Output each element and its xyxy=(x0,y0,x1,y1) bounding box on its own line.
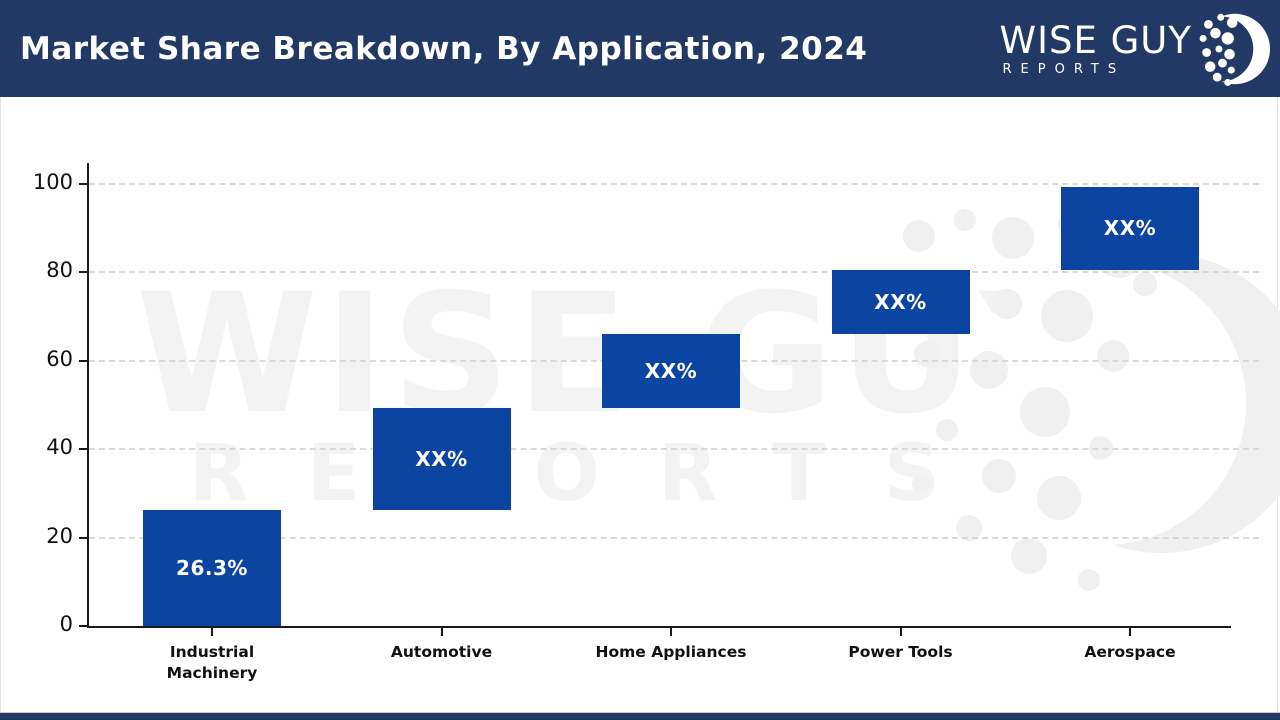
y-tick-mark xyxy=(79,359,87,362)
bar-segment: XX% xyxy=(372,408,511,510)
chart-area: WISE GUY REPORTS 0 20 xyxy=(0,97,1280,713)
y-tick-mark xyxy=(79,448,87,451)
y-tick-mark xyxy=(79,625,87,627)
y-tick-label: 40 xyxy=(46,435,73,460)
y-tick-label: 60 xyxy=(46,346,73,371)
bar-value-label: XX% xyxy=(874,290,927,314)
x-tick-mark xyxy=(440,628,443,636)
x-tick-label: Home Appliances xyxy=(595,643,747,661)
y-tick-label: 0 xyxy=(59,612,73,636)
x-axis-line xyxy=(87,626,1231,628)
footer-bar xyxy=(0,712,1280,720)
bar-segment: XX% xyxy=(1061,186,1199,271)
bar-value-label: XX% xyxy=(1103,216,1157,241)
y-tick-mark xyxy=(79,536,87,539)
bar-value-label: XX% xyxy=(644,358,698,383)
bar-value-label: XX% xyxy=(415,446,468,471)
brand-logo-text: WISE GUY REPORTS xyxy=(1000,22,1192,76)
brand-subtitle: REPORTS xyxy=(1002,61,1126,77)
header-banner: Market Share Breakdown, By Application, … xyxy=(0,0,1280,97)
bar-value-label: 26.3% xyxy=(176,555,248,580)
y-axis-line xyxy=(87,163,89,628)
x-tick-mark xyxy=(899,628,902,636)
brand-logo: WISE GUY REPORTS xyxy=(1000,5,1270,93)
x-tick-label: Industrial Machinery xyxy=(166,643,258,682)
y-tick-label: 80 xyxy=(46,258,73,283)
gridline xyxy=(89,183,1259,185)
y-tick-label: 100 xyxy=(32,170,73,194)
bar-segment: XX% xyxy=(831,270,970,334)
x-tick-label: Automotive xyxy=(390,643,493,661)
y-tick-mark xyxy=(79,271,87,274)
gridline xyxy=(89,271,1259,274)
x-tick-mark xyxy=(1129,628,1131,636)
page-title: Market Share Breakdown, By Application, … xyxy=(20,30,868,67)
x-tick-label: Aerospace xyxy=(1084,643,1176,661)
face-profile-logo-icon xyxy=(1188,13,1270,86)
bar-segment: XX% xyxy=(602,333,740,409)
bar-segment: 26.3% xyxy=(143,509,281,626)
brand-name: WISE GUY xyxy=(999,18,1192,62)
gridline xyxy=(89,536,1259,539)
gridline xyxy=(89,448,1259,451)
y-tick-mark xyxy=(79,183,87,185)
x-tick-mark xyxy=(670,628,672,636)
x-tick-mark xyxy=(211,628,213,636)
y-tick-label: 20 xyxy=(46,523,73,548)
x-tick-label: Power Tools xyxy=(848,643,953,661)
